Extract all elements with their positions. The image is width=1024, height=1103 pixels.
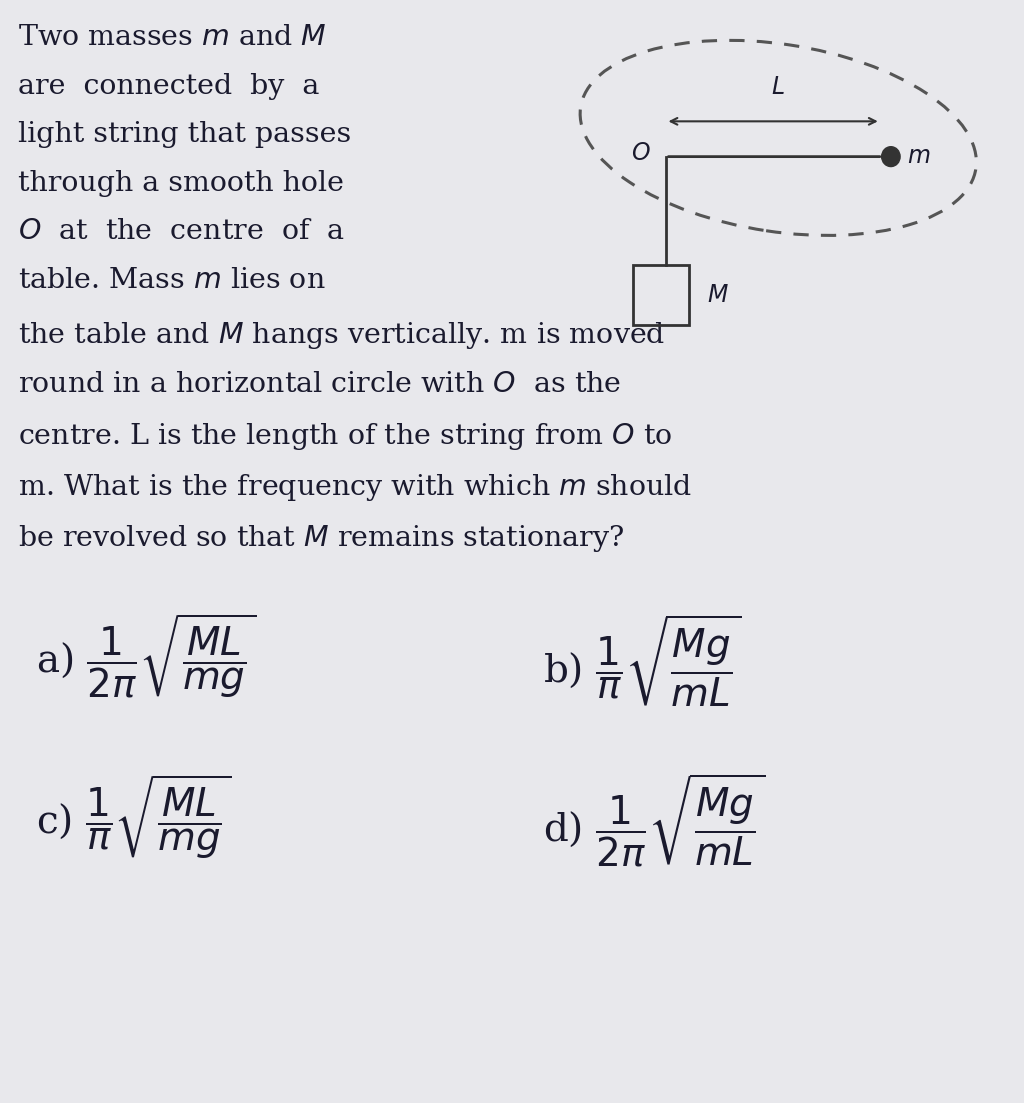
Text: Two masses $m$ and $M$: Two masses $m$ and $M$ — [18, 24, 328, 51]
Text: m. What is the frequency with which $m$ should: m. What is the frequency with which $m$ … — [18, 472, 692, 503]
Text: centre. L is the length of the string from $O$ to: centre. L is the length of the string fr… — [18, 421, 673, 452]
Text: $O$  at  the  centre  of  a: $O$ at the centre of a — [18, 218, 346, 245]
Circle shape — [882, 147, 900, 167]
Text: b) $\dfrac{1}{\pi}\sqrt{\dfrac{Mg}{mL}}$: b) $\dfrac{1}{\pi}\sqrt{\dfrac{Mg}{mL}}$ — [543, 612, 741, 709]
Text: be revolved so that $M$ remains stationary?: be revolved so that $M$ remains stationa… — [18, 523, 625, 554]
Text: table. Mass $m$ lies on: table. Mass $m$ lies on — [18, 267, 326, 293]
Text: are  connected  by  a: are connected by a — [18, 73, 319, 99]
Text: $O$: $O$ — [631, 142, 650, 164]
Text: d) $\dfrac{1}{2\pi}\sqrt{\dfrac{Mg}{mL}}$: d) $\dfrac{1}{2\pi}\sqrt{\dfrac{Mg}{mL}}… — [543, 772, 765, 869]
Text: a) $\dfrac{1}{2\pi}\sqrt{\dfrac{ML}{mg}}$: a) $\dfrac{1}{2\pi}\sqrt{\dfrac{ML}{mg}}… — [36, 612, 256, 700]
Text: $L$: $L$ — [771, 76, 785, 99]
Text: through a smooth hole: through a smooth hole — [18, 170, 344, 196]
Text: $m$: $m$ — [907, 146, 931, 168]
Text: light string that passes: light string that passes — [18, 121, 351, 148]
Text: c) $\dfrac{1}{\pi}\sqrt{\dfrac{ML}{mg}}$: c) $\dfrac{1}{\pi}\sqrt{\dfrac{ML}{mg}}$ — [36, 772, 231, 861]
Text: the table and $M$ hangs vertically. m is moved: the table and $M$ hangs vertically. m is… — [18, 320, 666, 351]
Bar — [633, 265, 689, 325]
Text: $M$: $M$ — [707, 285, 728, 307]
Text: round in a horizontal circle with $O$  as the: round in a horizontal circle with $O$ as… — [18, 371, 622, 397]
